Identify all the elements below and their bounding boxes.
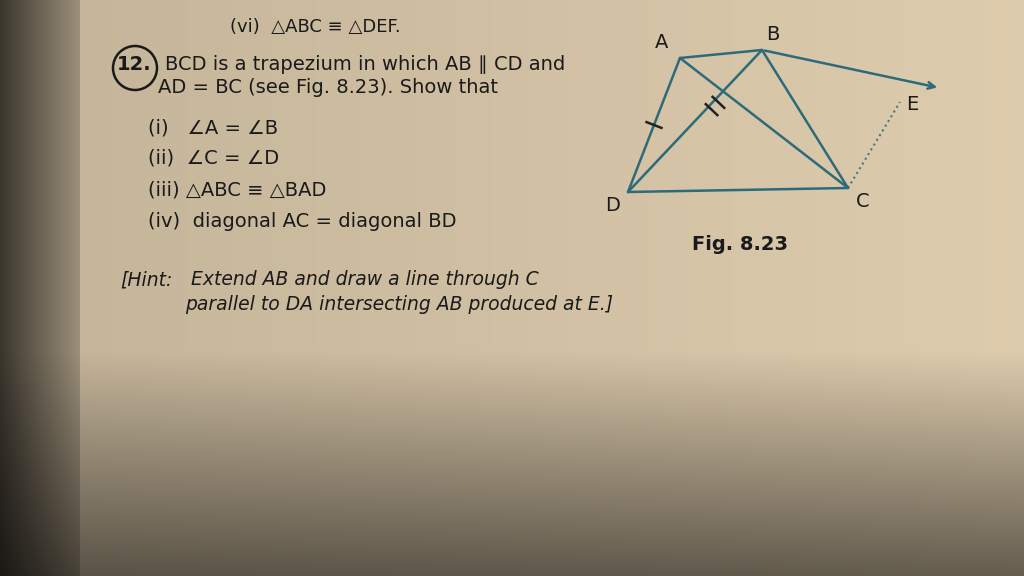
Text: A: A — [654, 33, 668, 52]
Text: [Hint:: [Hint: — [120, 270, 172, 289]
Text: BCD is a trapezium in which AB ∥ CD and: BCD is a trapezium in which AB ∥ CD and — [165, 55, 565, 74]
Text: Fig. 8.23: Fig. 8.23 — [692, 235, 788, 254]
Text: B: B — [766, 25, 779, 44]
Text: D: D — [605, 196, 620, 215]
Text: (iv)  diagonal AC = diagonal BD: (iv) diagonal AC = diagonal BD — [148, 212, 457, 231]
Text: AD = BC (see Fig. 8.23). Show that: AD = BC (see Fig. 8.23). Show that — [158, 78, 498, 97]
Text: 12.: 12. — [117, 55, 152, 74]
Text: C: C — [856, 192, 869, 211]
Text: (ii)  ∠C = ∠D: (ii) ∠C = ∠D — [148, 148, 280, 167]
Text: parallel to DA intersecting AB produced at E.]: parallel to DA intersecting AB produced … — [185, 295, 613, 314]
Text: (iii) △ABC ≡ △BAD: (iii) △ABC ≡ △BAD — [148, 180, 327, 199]
Text: Extend AB and draw a line through C: Extend AB and draw a line through C — [185, 270, 539, 289]
Text: (i)   ∠A = ∠B: (i) ∠A = ∠B — [148, 118, 279, 137]
Text: E: E — [906, 94, 919, 113]
Text: (vi)  △ABC ≡ △DEF.: (vi) △ABC ≡ △DEF. — [230, 18, 400, 36]
